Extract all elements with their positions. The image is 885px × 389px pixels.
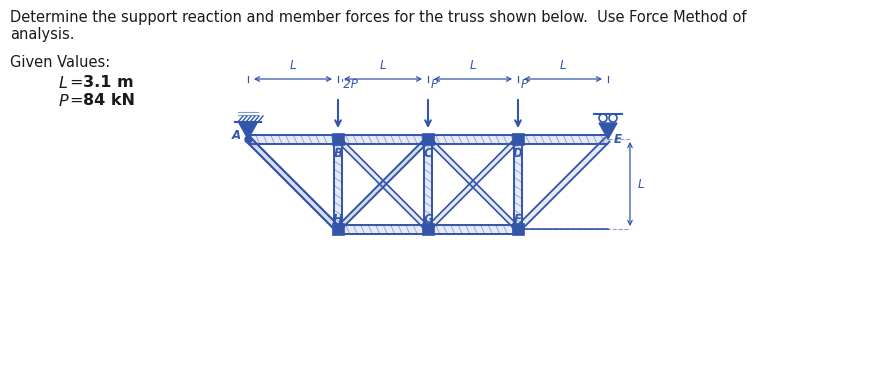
Text: G: G	[423, 212, 433, 226]
Bar	[422, 223, 434, 235]
Polygon shape	[428, 135, 518, 144]
Text: $P$: $P$	[58, 93, 70, 109]
Text: E: E	[614, 133, 622, 145]
Polygon shape	[334, 139, 342, 229]
Polygon shape	[246, 137, 340, 231]
Text: =: =	[70, 93, 89, 108]
Polygon shape	[428, 224, 518, 233]
Polygon shape	[338, 224, 428, 233]
Text: A: A	[232, 128, 241, 142]
Text: Given Values:: Given Values:	[10, 55, 111, 70]
Text: F: F	[514, 212, 522, 226]
Polygon shape	[336, 137, 429, 231]
Polygon shape	[427, 137, 519, 231]
Text: H: H	[333, 212, 343, 226]
Text: $L$: $L$	[289, 59, 297, 72]
Polygon shape	[248, 135, 338, 144]
Bar	[332, 223, 344, 235]
Polygon shape	[424, 139, 432, 229]
Text: B: B	[334, 147, 342, 159]
Text: P: P	[521, 78, 528, 91]
Text: D: D	[513, 147, 523, 159]
Bar	[332, 133, 344, 145]
Text: =: =	[70, 75, 89, 90]
Polygon shape	[516, 137, 610, 231]
Polygon shape	[599, 123, 617, 139]
Text: 3.1 m: 3.1 m	[83, 75, 134, 90]
Polygon shape	[336, 137, 430, 231]
Polygon shape	[239, 123, 257, 139]
Text: analysis.: analysis.	[10, 27, 74, 42]
Text: 84 kN: 84 kN	[83, 93, 135, 108]
Bar	[512, 223, 524, 235]
Text: C: C	[424, 147, 432, 159]
Polygon shape	[518, 135, 608, 144]
Bar	[422, 133, 434, 145]
Text: $L$: $L$	[637, 177, 645, 191]
Text: P: P	[431, 78, 438, 91]
Bar	[512, 133, 524, 145]
Polygon shape	[514, 139, 522, 229]
Text: Determine the support reaction and member forces for the truss shown below.  Use: Determine the support reaction and membe…	[10, 10, 747, 25]
Circle shape	[609, 114, 617, 122]
Polygon shape	[427, 137, 519, 231]
Text: '2P: '2P	[341, 78, 359, 91]
Text: $L$: $L$	[379, 59, 387, 72]
Text: $L$: $L$	[469, 59, 477, 72]
Circle shape	[599, 114, 607, 122]
Text: $L$: $L$	[559, 59, 567, 72]
Text: $L$: $L$	[58, 75, 68, 91]
Polygon shape	[338, 135, 428, 144]
Polygon shape	[336, 137, 430, 231]
Polygon shape	[246, 137, 340, 231]
